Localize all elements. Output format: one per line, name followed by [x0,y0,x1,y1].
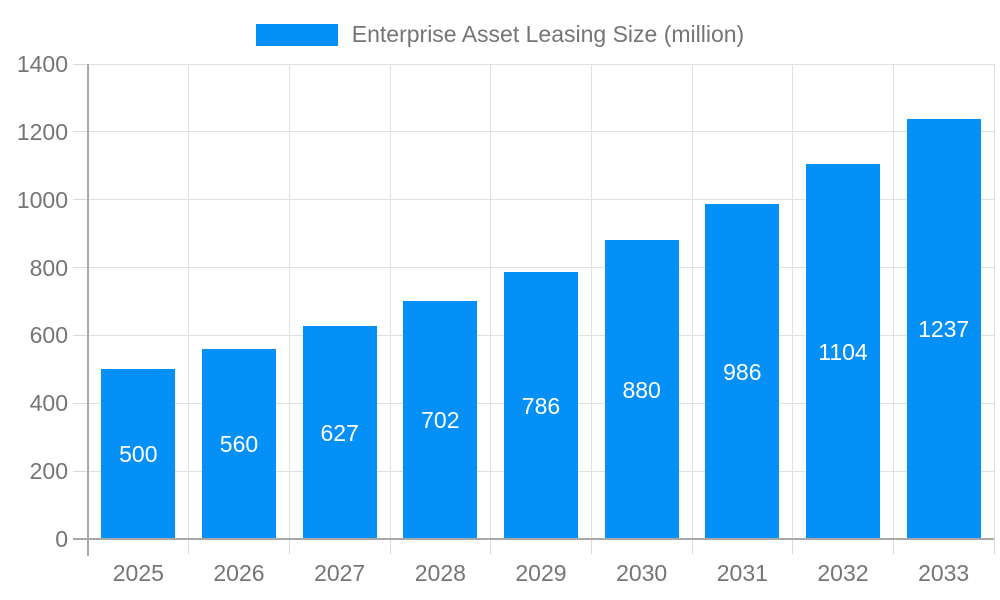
x-axis-tick [993,540,995,554]
bar-2028 [403,300,478,539]
x-gridline [490,64,492,539]
x-tick-label: 2026 [213,560,265,586]
y-gridline [88,131,994,133]
y-tick-label: 600 [29,322,68,349]
x-tick-label: 2029 [515,560,567,586]
bar-2029 [504,272,578,539]
x-axis-line [73,538,994,540]
bar-value-label: 1237 [918,316,970,343]
x-gridline [993,64,995,539]
x-axis-tick [188,540,190,554]
bar-2025 [101,369,176,539]
x-gridline [892,64,894,539]
bar-value-label: 880 [622,376,661,403]
y-gridline [88,267,994,269]
bar-value-label: 560 [219,431,259,457]
y-gridline [88,199,994,201]
x-gridline [389,64,391,539]
x-tick-label: 2031 [716,560,768,586]
bar-2027 [302,326,377,539]
bar-2031 [705,204,780,539]
y-axis-tick [73,402,88,404]
y-axis-tick [73,267,88,269]
bar-value-label: 1104 [818,338,868,365]
x-axis-tick [389,540,391,554]
y-gridline [88,63,994,65]
bar-value-label: 500 [119,441,158,468]
y-tick-label: 400 [29,390,68,417]
y-axis-tick [73,470,88,472]
y-tick-label: 0 [55,526,68,552]
y-tick-label: 1400 [16,51,68,77]
legend-series-label: Enterprise Asset Leasing Size (million) [351,21,745,47]
x-axis-tick [892,540,894,554]
bar-value-label: 986 [723,358,762,385]
x-gridline [288,64,290,539]
x-axis-tick [691,540,693,554]
x-tick-label: 2030 [616,560,668,586]
x-axis-tick [490,540,492,554]
x-tick-label: 2027 [314,560,366,586]
y-axis-tick [73,199,88,201]
x-axis-tick [288,540,290,554]
y-axis-tick [73,63,88,65]
y-axis-tick [73,131,88,133]
bar-2033 [906,119,981,539]
y-axis-tick [73,334,88,336]
x-tick-label: 2025 [112,560,164,586]
legend-swatch-icon [255,23,338,46]
x-gridline [691,64,693,539]
x-gridline [590,64,592,539]
x-tick-label: 2033 [918,560,970,586]
legend-item-series[interactable]: Enterprise Asset Leasing Size (million) [255,21,745,48]
x-axis-tick [792,540,794,554]
y-tick-label: 800 [29,254,68,281]
y-tick-label: 1200 [16,118,68,145]
y-tick-label: 200 [29,458,68,485]
x-axis-tick [590,540,592,554]
y-tick-label: 1000 [16,186,68,213]
chart-legend: Enterprise Asset Leasing Size (million) [0,21,1000,48]
y-axis-line [87,64,89,556]
bar-value-label: 702 [421,406,460,433]
bar-2032 [806,164,880,539]
x-gridline [792,64,794,539]
bar-value-label: 627 [320,419,359,446]
x-tick-label: 2032 [817,560,869,586]
bar-2030 [604,240,679,539]
bar-2026 [202,349,276,539]
x-tick-label: 2028 [414,560,466,586]
x-gridline [188,64,190,539]
bar-value-label: 786 [521,392,561,419]
